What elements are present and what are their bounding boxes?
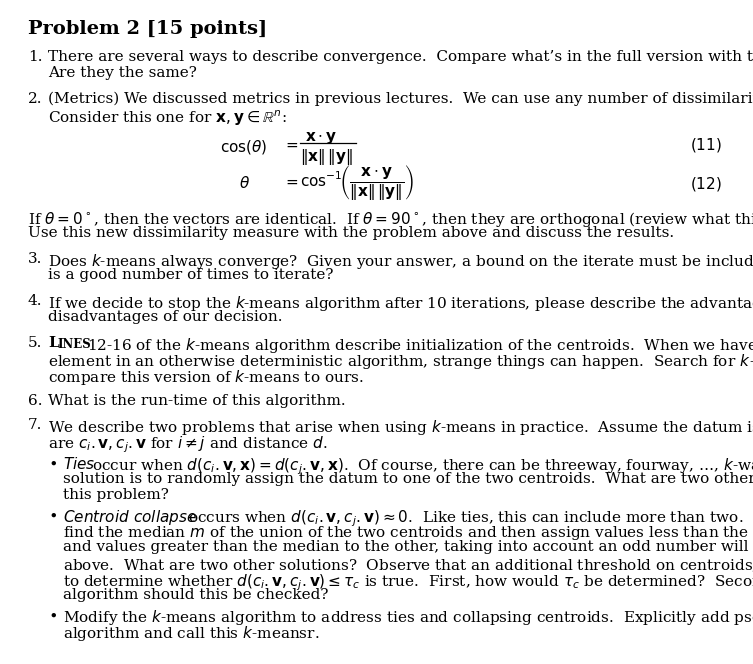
Text: Use this new dissimilarity measure with the problem above and discuss the result: Use this new dissimilarity measure with …	[28, 226, 674, 240]
Text: $\bullet$: $\bullet$	[48, 608, 57, 622]
Text: There are several ways to describe convergence.  Compare what’s in the full vers: There are several ways to describe conve…	[48, 50, 753, 64]
Text: $\mathit{Centroid\ collapse}$: $\mathit{Centroid\ collapse}$	[63, 508, 197, 527]
Text: $\bullet$: $\bullet$	[48, 456, 57, 470]
Text: (Metrics) We discussed metrics in previous lectures.  We can use any number of d: (Metrics) We discussed metrics in previo…	[48, 92, 753, 106]
Text: $\bullet$: $\bullet$	[48, 508, 57, 522]
Text: find the median $m$ of the union of the two centroids and then assign values les: find the median $m$ of the union of the …	[63, 524, 753, 542]
Text: Does $k$-means always converge?  Given your answer, a bound on the iterate must : Does $k$-means always converge? Given yo…	[48, 252, 753, 271]
Text: disadvantages of our decision.: disadvantages of our decision.	[48, 310, 282, 324]
Text: $(12)$: $(12)$	[690, 175, 722, 193]
Text: occurs when $d(c_i.\mathbf{v}, c_j.\mathbf{v}) \approx 0$.  Like ties, this can : occurs when $d(c_i.\mathbf{v}, c_j.\math…	[188, 508, 753, 529]
Text: is a good number of times to iterate?: is a good number of times to iterate?	[48, 268, 334, 282]
Text: If we decide to stop the $k$-means algorithm after 10 iterations, please describ: If we decide to stop the $k$-means algor…	[48, 294, 753, 313]
Text: Modify the $k$-means algorithm to address ties and collapsing centroids.  Explic: Modify the $k$-means algorithm to addres…	[63, 608, 753, 627]
Text: INES: INES	[57, 338, 91, 351]
Text: $\theta$: $\theta$	[239, 175, 250, 191]
Text: this problem?: this problem?	[63, 488, 169, 502]
Text: compare this version of $k$-means to ours.: compare this version of $k$-means to our…	[48, 368, 364, 387]
Text: $=$: $=$	[283, 138, 299, 152]
Text: 12-16 of the $k$-means algorithm describe initialization of the centroids.  When: 12-16 of the $k$-means algorithm describ…	[87, 336, 753, 355]
Text: $\mathit{Ties}$: $\mathit{Ties}$	[63, 456, 96, 472]
Text: Problem 2 [15 points]: Problem 2 [15 points]	[28, 20, 267, 38]
Text: Are they the same?: Are they the same?	[48, 66, 197, 80]
Text: Consider this one for $\mathbf{x}, \mathbf{y} \in \mathbb{R}^n$:: Consider this one for $\mathbf{x}, \math…	[48, 108, 287, 127]
Text: 2.: 2.	[28, 92, 42, 106]
Text: What is the run-time of this algorithm.: What is the run-time of this algorithm.	[48, 394, 346, 408]
Text: occur when $d(c_i.\mathbf{v}, \mathbf{x}) = d(c_j.\mathbf{v}, \mathbf{x})$.  Of : occur when $d(c_i.\mathbf{v}, \mathbf{x}…	[92, 456, 753, 477]
Text: algorithm should this be checked?: algorithm should this be checked?	[63, 588, 328, 602]
Text: We describe two problems that arise when using $k$-means in practice.  Assume th: We describe two problems that arise when…	[48, 418, 753, 437]
Text: 3.: 3.	[28, 252, 42, 266]
Text: If $\theta = 0^\circ$, then the vectors are identical.  If $\theta = 90^\circ$, : If $\theta = 0^\circ$, then the vectors …	[28, 210, 753, 229]
Text: L: L	[48, 336, 59, 350]
Text: above.  What are two other solutions?  Observe that an additional threshold on c: above. What are two other solutions? Obs…	[63, 556, 753, 575]
Text: $=$: $=$	[283, 175, 299, 189]
Text: $\cos^{-1}\!\!\left(\dfrac{\mathbf{x} \cdot \mathbf{y}}{\|\mathbf{x}\|\,\|\mathb: $\cos^{-1}\!\!\left(\dfrac{\mathbf{x} \c…	[300, 163, 414, 202]
Text: solution is to randomly assign the datum to one of the two centroids.  What are : solution is to randomly assign the datum…	[63, 472, 753, 486]
Text: 7.: 7.	[28, 418, 42, 432]
Text: to determine whether $d(c_i.\mathbf{v}, c_j.\mathbf{v}) \leq \tau_c$ is true.  F: to determine whether $d(c_i.\mathbf{v}, …	[63, 572, 753, 592]
Text: 4.: 4.	[28, 294, 42, 308]
Text: $\|\mathbf{x}\|\,\|\mathbf{y}\|$: $\|\mathbf{x}\|\,\|\mathbf{y}\|$	[300, 147, 352, 167]
Text: $\mathbf{x} \cdot \mathbf{y}$: $\mathbf{x} \cdot \mathbf{y}$	[305, 130, 337, 146]
Text: are $c_i.\mathbf{v}, c_j.\mathbf{v}$ for $i \neq j$ and distance $d$.: are $c_i.\mathbf{v}, c_j.\mathbf{v}$ for…	[48, 434, 328, 455]
Text: algorithm and call this $k$-meansr.: algorithm and call this $k$-meansr.	[63, 624, 319, 643]
Text: $\cos(\theta)$: $\cos(\theta)$	[220, 138, 267, 156]
Text: element in an otherwise deterministic algorithm, strange things can happen.  Sea: element in an otherwise deterministic al…	[48, 352, 753, 371]
Text: $(11)$: $(11)$	[690, 136, 722, 154]
Text: and values greater than the median to the other, taking into account an odd numb: and values greater than the median to th…	[63, 540, 753, 554]
Text: 6.: 6.	[28, 394, 42, 408]
Text: 5.: 5.	[28, 336, 42, 350]
Text: 1.: 1.	[28, 50, 42, 64]
